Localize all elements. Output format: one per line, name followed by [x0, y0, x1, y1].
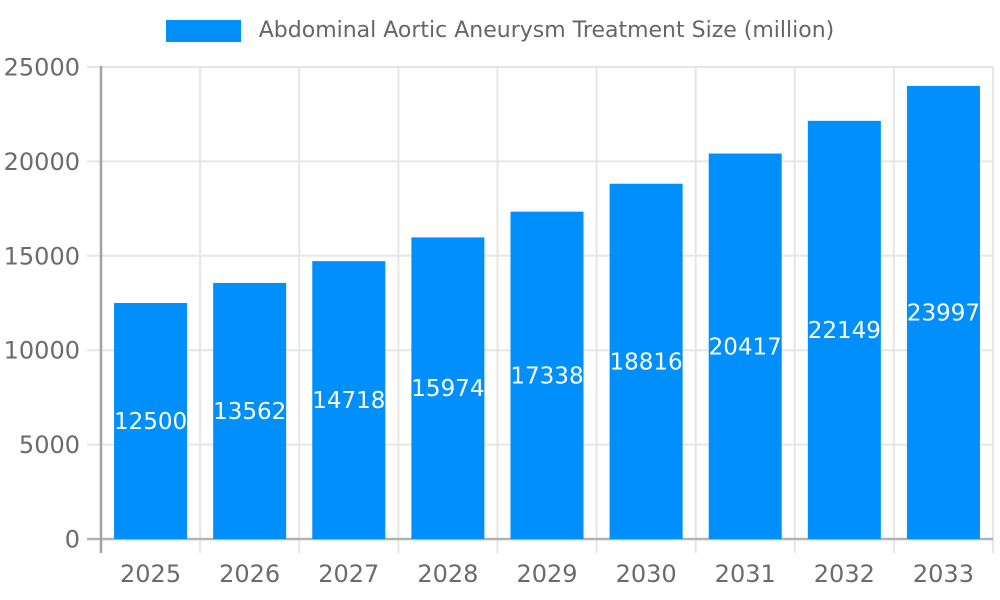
bar-2028[interactable]	[411, 237, 485, 539]
x-tick-label: 2032	[814, 560, 875, 588]
bar-value-label: 23997	[907, 300, 980, 326]
bar-2029[interactable]	[510, 211, 584, 539]
x-tick-label: 2027	[318, 560, 379, 588]
bar-value-label: 20417	[709, 334, 782, 360]
bar-2032[interactable]	[807, 120, 881, 540]
y-tick-label: 5000	[19, 431, 80, 459]
bar-2033[interactable]	[906, 85, 980, 539]
legend-label: Abdominal Aortic Aneurysm Treatment Size…	[258, 18, 835, 43]
x-tick-label: 2028	[417, 560, 478, 588]
bar-value-label: 15974	[411, 376, 484, 402]
bar-value-label: 22149	[808, 318, 881, 344]
bar-2027[interactable]	[312, 261, 386, 539]
y-tick-label: 0	[65, 526, 80, 554]
bar-2025[interactable]	[114, 303, 188, 539]
bar-value-label: 18816	[610, 349, 683, 375]
y-tick-label: 15000	[4, 242, 80, 270]
x-tick-label: 2029	[516, 560, 577, 588]
x-tick-label: 2033	[913, 560, 974, 588]
y-tick-label: 25000	[4, 54, 80, 82]
legend: Abdominal Aortic Aneurysm Treatment Size…	[0, 18, 1000, 44]
bar-value-label: 14718	[312, 388, 385, 414]
y-tick-label: 10000	[4, 337, 80, 365]
x-tick-label: 2025	[120, 560, 181, 588]
bar-2026[interactable]	[213, 282, 287, 539]
bar-2031[interactable]	[708, 153, 782, 539]
y-tick-label: 20000	[4, 148, 80, 176]
bar-value-label: 12500	[114, 409, 187, 435]
legend-item[interactable]: Abdominal Aortic Aneurysm Treatment Size…	[165, 18, 835, 44]
bar-value-label: 17338	[510, 363, 583, 389]
x-tick-label: 2030	[616, 560, 677, 588]
bar-value-label: 13562	[213, 399, 286, 425]
legend-swatch	[165, 20, 241, 42]
x-tick-label: 2031	[715, 560, 776, 588]
bar-2030[interactable]	[609, 183, 683, 540]
x-tick-label: 2026	[219, 560, 280, 588]
